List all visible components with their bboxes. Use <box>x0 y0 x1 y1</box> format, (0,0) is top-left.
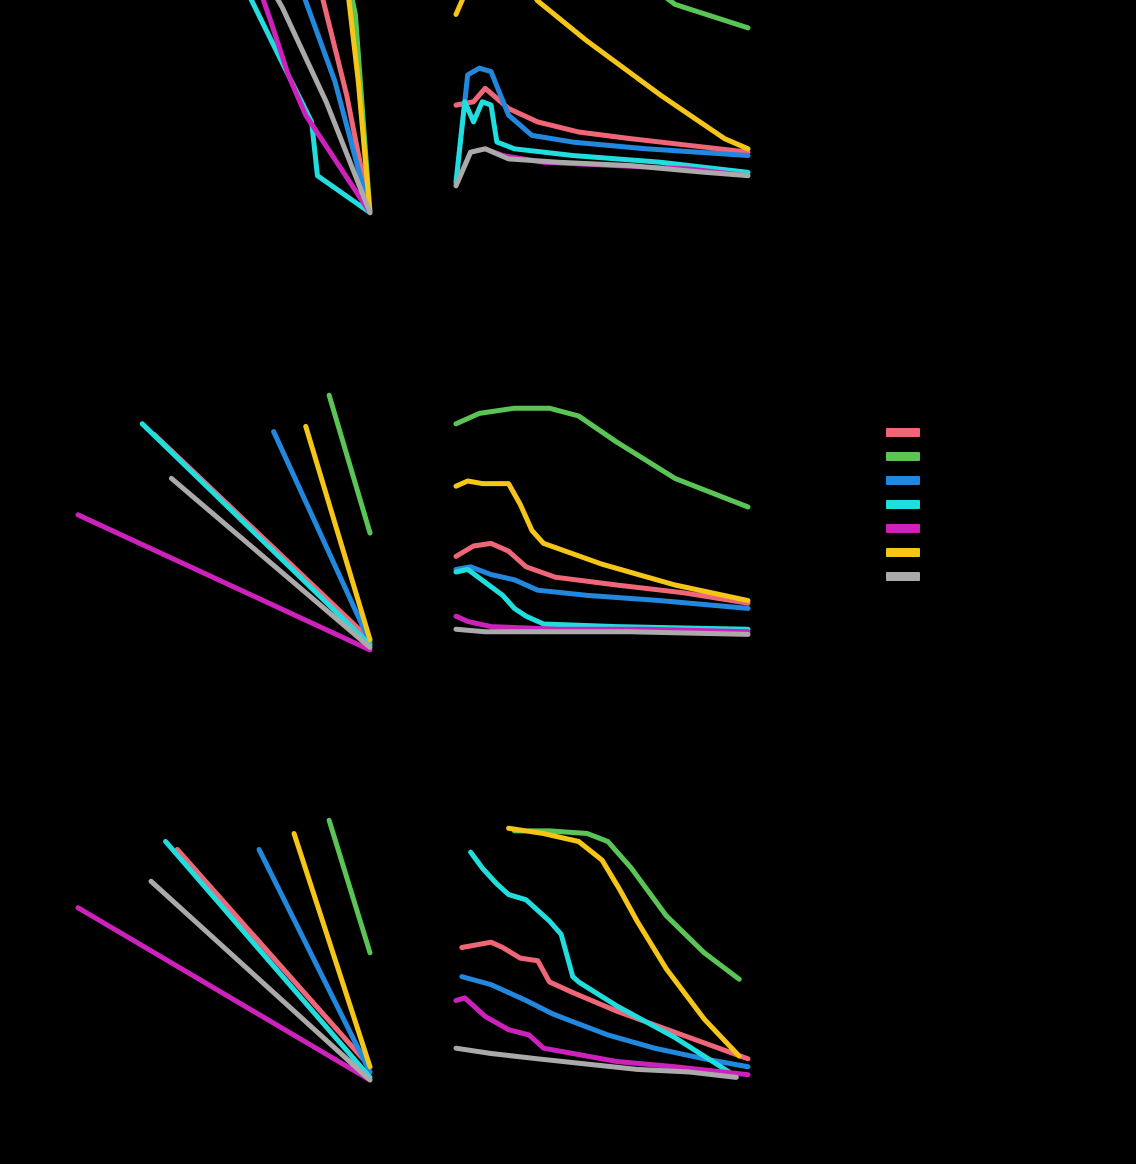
series-line <box>320 0 373 216</box>
series-line <box>453 540 751 606</box>
legend-item[interactable] <box>886 492 1006 516</box>
series-line <box>453 65 751 185</box>
legend-swatch <box>886 451 920 461</box>
series-line <box>326 392 373 536</box>
series-line <box>459 939 751 1062</box>
legend-item[interactable] <box>886 564 1006 588</box>
series-line <box>453 564 751 611</box>
series-line <box>248 0 373 216</box>
series-line <box>453 0 751 152</box>
series-line <box>148 878 373 1083</box>
series-line <box>459 974 751 1070</box>
series-line <box>303 423 373 643</box>
legend-swatch <box>886 571 920 581</box>
series-line <box>174 846 373 1070</box>
series-line <box>453 566 751 632</box>
legend-item[interactable] <box>886 540 1006 564</box>
legend-swatch <box>886 523 920 533</box>
series-line <box>349 0 373 216</box>
legend-item[interactable] <box>886 468 1006 492</box>
series-line <box>275 0 373 216</box>
chart-panel-mid-right <box>453 390 751 650</box>
series-line <box>163 839 373 1080</box>
series-line <box>139 421 373 648</box>
legend-swatch <box>886 475 920 485</box>
series-line <box>75 512 373 653</box>
plot-area-mid-left <box>75 392 373 653</box>
plot-area-mid-right <box>453 405 751 637</box>
series-line <box>346 0 373 216</box>
series-line <box>453 626 751 637</box>
series-line <box>453 995 751 1078</box>
plot-area-bottom-left <box>75 817 373 1083</box>
plot-area-bottom-right <box>453 825 751 1080</box>
chart-panel-top-right <box>453 0 751 216</box>
series-line <box>511 828 742 982</box>
series-line <box>665 0 751 31</box>
series-line <box>453 478 751 604</box>
series-line <box>302 0 373 216</box>
legend-swatch <box>886 499 920 509</box>
series-line <box>453 99 751 185</box>
series-line <box>326 817 373 956</box>
series-line <box>453 146 751 189</box>
legend-swatch <box>886 547 920 557</box>
series-line <box>271 429 373 645</box>
legend-item[interactable] <box>886 516 1006 540</box>
series-line <box>506 825 742 1059</box>
legend-item[interactable] <box>886 420 1006 444</box>
plot-area-top-left <box>248 0 373 216</box>
series-line <box>453 85 751 155</box>
series-line <box>453 1045 739 1080</box>
legend-swatch <box>886 427 920 437</box>
chart-panel-bottom-right <box>453 815 751 1080</box>
series-line <box>256 846 373 1075</box>
series-line <box>291 831 373 1070</box>
series-line <box>168 475 373 650</box>
series-line <box>468 849 736 1078</box>
plot-area-top-right <box>453 0 751 189</box>
series-line <box>260 0 373 216</box>
series-line <box>453 405 751 510</box>
chart-panel-bottom-left <box>75 815 373 1083</box>
legend-item[interactable] <box>886 444 1006 468</box>
chart-panel-mid-left <box>75 390 373 653</box>
series-line <box>75 905 373 1083</box>
series-line <box>453 613 751 635</box>
legend <box>886 420 1006 590</box>
chart-panel-top-left <box>78 0 373 216</box>
